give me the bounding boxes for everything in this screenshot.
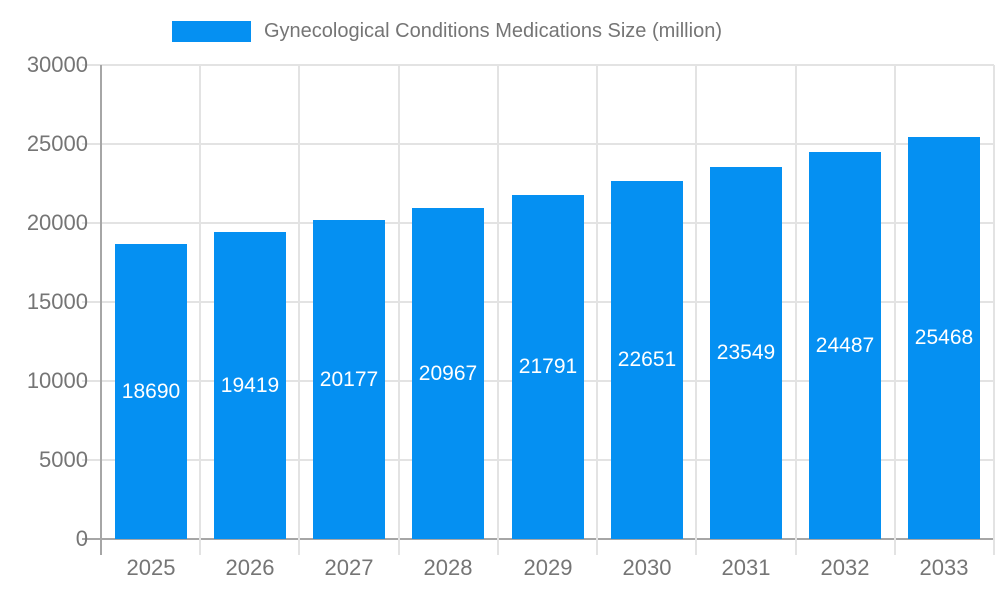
y-tick-label: 20000 — [26, 210, 88, 235]
x-axis-tick — [497, 539, 499, 555]
bar: 25468 — [908, 137, 980, 539]
bar-value-label: 18690 — [121, 379, 181, 403]
x-tick-label: 2031 — [721, 555, 771, 580]
x-tick-label: 2033 — [919, 555, 969, 580]
gridline-horizontal — [82, 64, 994, 66]
bar: 20967 — [412, 208, 484, 539]
x-axis-tick — [199, 539, 201, 555]
bar-value-label: 24487 — [815, 333, 875, 357]
y-tick-label: 30000 — [26, 52, 88, 77]
bar: 20177 — [313, 220, 385, 539]
gridline-vertical — [795, 65, 797, 539]
gridline-vertical — [993, 65, 995, 539]
x-tick-label: 2030 — [622, 555, 672, 580]
x-axis-line — [82, 538, 994, 540]
x-axis-tick — [695, 539, 697, 555]
x-tick-label: 2025 — [126, 555, 176, 580]
gridline-vertical — [398, 65, 400, 539]
bar: 21791 — [512, 195, 584, 539]
bar-value-label: 19419 — [220, 373, 280, 397]
gridline-horizontal — [82, 143, 994, 145]
x-tick-label: 2028 — [423, 555, 473, 580]
x-axis-tick — [596, 539, 598, 555]
bar: 24487 — [809, 152, 881, 539]
gridline-vertical — [497, 65, 499, 539]
y-tick-label: 5000 — [39, 447, 88, 472]
y-tick-label: 10000 — [26, 368, 88, 393]
gridline-vertical — [298, 65, 300, 539]
bar: 18690 — [115, 244, 187, 539]
bar-value-label: 23549 — [716, 341, 776, 364]
gridline-vertical — [596, 65, 598, 539]
bar: 19419 — [214, 232, 286, 539]
bar-value-label: 25468 — [914, 326, 974, 349]
y-axis-line — [100, 65, 102, 555]
bar-value-label: 20967 — [418, 361, 478, 385]
chart-title: Gynecological Conditions Medications Siz… — [264, 20, 722, 42]
y-tick-label: 15000 — [26, 289, 88, 314]
bar: 23549 — [710, 167, 782, 539]
bar-value-label: 22651 — [617, 348, 677, 371]
bar: 22651 — [611, 181, 683, 539]
gridline-vertical — [695, 65, 697, 539]
x-axis-tick — [795, 539, 797, 555]
x-tick-label: 2032 — [820, 555, 870, 580]
gridline-vertical — [894, 65, 896, 539]
legend-color-swatch — [172, 21, 251, 42]
x-axis-tick — [894, 539, 896, 555]
x-tick-label: 2026 — [225, 555, 275, 580]
chart-legend: Gynecological Conditions Medications Siz… — [172, 20, 722, 43]
x-axis-tick — [398, 539, 400, 555]
x-axis-tick — [298, 539, 300, 555]
y-tick-label: 25000 — [26, 131, 88, 156]
x-tick-label: 2029 — [523, 555, 573, 580]
gridline-vertical — [199, 65, 201, 539]
y-tick-label: 0 — [75, 526, 88, 551]
bar-value-label: 20177 — [319, 367, 379, 391]
bar-value-label: 21791 — [518, 355, 578, 378]
x-tick-label: 2027 — [324, 555, 374, 580]
x-axis-tick — [993, 539, 995, 555]
